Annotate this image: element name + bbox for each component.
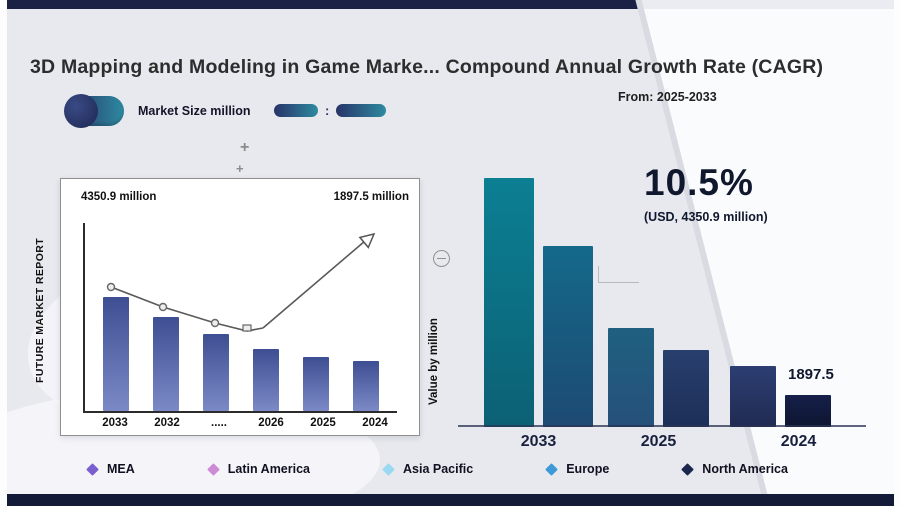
region-legend: MEA Latin America Asia Pacific Europe North …	[86, 462, 788, 476]
end-value-label: 1897.5 million	[333, 191, 409, 203]
trend-card: 4350.9 million 1897.5 million 2033 2032..…	[60, 178, 420, 436]
right-chart-baseline	[458, 425, 866, 427]
start-value-label: 4350.9 million	[81, 191, 157, 203]
value-bar-2024-1	[730, 366, 776, 427]
legend-diamond-icon	[382, 462, 395, 476]
market-size-bar	[353, 361, 379, 411]
right-x-axis-label-2025: 2025	[640, 433, 677, 450]
capsule-icon	[274, 104, 318, 117]
cagr-value: 10.5%	[644, 162, 754, 203]
legend-diamond-icon	[86, 462, 99, 476]
legend-diamond-icon	[206, 462, 220, 476]
legend-item-asia-pacific: Asia Pacific	[382, 462, 474, 476]
left-chart-bars	[85, 223, 397, 411]
bar-group-2033: 2033	[484, 161, 593, 457]
market-size-label: Market Size million	[138, 104, 251, 118]
market-size-bar	[253, 349, 279, 411]
left-chart-xlabels: 2033 2032..... 2026 2025 2024	[83, 417, 407, 429]
legend-label: MEA	[107, 462, 135, 476]
legend-label: Asia Pacific	[403, 462, 474, 476]
right-chart: 2033 2025 2024	[458, 161, 866, 457]
value-bar-2025-2	[663, 350, 709, 427]
market-size-legend: Market Size million	[64, 94, 251, 128]
right-chart-ylabel: Value by million	[428, 318, 440, 406]
left-x-axis-label: 2025	[310, 417, 336, 429]
legend-diamond-icon	[545, 462, 559, 476]
legend-item-latin-america: Latin America	[206, 462, 310, 476]
left-x-axis-label: 2033	[102, 417, 128, 429]
bottom-border-strip	[0, 494, 900, 506]
value-annotation-2024: 1897.5	[788, 366, 834, 383]
bracket-decor	[598, 266, 639, 283]
value-bar-2025-1	[608, 328, 654, 427]
legend-label: Europe	[566, 462, 610, 476]
market-size-bar	[203, 334, 229, 411]
left-chart-plot	[83, 223, 397, 413]
left-x-axis-label: 2032	[154, 417, 180, 429]
market-size-bar	[153, 317, 179, 411]
left-edge-margin	[0, 0, 7, 506]
top-border-strip	[0, 0, 900, 9]
legend-item-north-america: North America	[681, 462, 788, 476]
trend-line-arrow-icon	[106, 232, 376, 332]
cagr-detail: (USD, 4350.9 million)	[644, 210, 768, 224]
left-x-axis-label: .....	[211, 417, 227, 429]
bar-group-2025: 2025	[608, 161, 709, 457]
bar-group-2024: 2024	[730, 161, 831, 457]
legend-item-europe: Europe	[545, 462, 610, 476]
capsule-icon	[336, 104, 387, 117]
right-edge-margin	[894, 0, 900, 506]
market-size-pill-icon	[64, 94, 124, 128]
page-title: 3D Mapping and Modeling in Game Marke...…	[30, 56, 824, 78]
date-range-label: From: 2025-2033	[618, 90, 717, 104]
market-size-bar	[103, 297, 129, 411]
value-bar-2033-2	[543, 246, 593, 427]
market-size-bar	[303, 357, 329, 411]
circled-minus-decor-icon	[433, 250, 450, 267]
legend-item-mea: MEA	[86, 462, 135, 476]
plus-decor-icon: +	[236, 161, 244, 176]
left-x-axis-label: 2024	[362, 417, 388, 429]
legend-label: Latin America	[227, 462, 310, 476]
right-x-axis-label-2033: 2033	[520, 433, 557, 450]
value-bar-2024-2	[785, 395, 831, 427]
legend-label: North America	[702, 462, 788, 476]
report-watermark: FUTURE MARKET REPORT	[34, 237, 46, 383]
left-x-axis-label: 2026	[258, 417, 284, 429]
right-x-axis-label-2024: 2024	[780, 433, 817, 450]
scale-capsules-icon: :	[274, 103, 387, 118]
plus-decor-icon: +	[240, 139, 250, 156]
value-bar-2033-1	[484, 178, 534, 427]
legend-diamond-icon	[681, 462, 695, 476]
colon-separator: :	[325, 103, 330, 118]
